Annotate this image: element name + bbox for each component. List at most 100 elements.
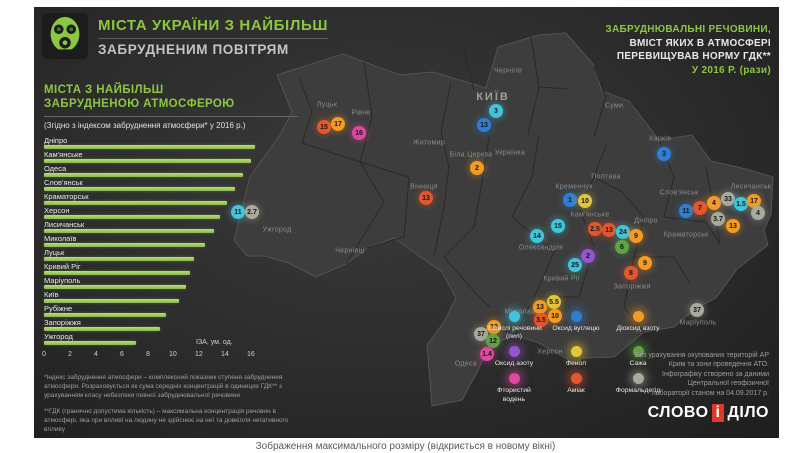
legend-label: Фтористий водень bbox=[497, 387, 531, 403]
legend-item: Сажа bbox=[610, 346, 666, 368]
bar-city-label: Луцьк bbox=[44, 247, 65, 257]
infographic-title-line1: МІСТА УКРАЇНИ З НАЙБІЛЬШ bbox=[98, 17, 329, 39]
pollutant-marker-soot: 12 bbox=[486, 334, 500, 348]
chart-bar-row: Кам'янське bbox=[44, 149, 298, 165]
x-axis-tick: 16 bbox=[247, 350, 255, 358]
bar-city-label: Миколаїв bbox=[44, 233, 77, 243]
pollutant-marker-nh3: 2.5 bbox=[588, 222, 602, 236]
source-line: Центральної геофізичної bbox=[687, 380, 769, 388]
pollutant-marker-no2: 13 bbox=[726, 219, 740, 233]
bar bbox=[44, 158, 251, 163]
bar bbox=[44, 326, 160, 331]
legend-item: Фтористий водень bbox=[486, 373, 542, 403]
pollutants-heading-line4: У 2016 Р. (рази) bbox=[691, 64, 771, 76]
bar bbox=[44, 186, 236, 191]
x-axis-tick: 2 bbox=[68, 350, 72, 358]
pollutants-heading-line3: ПЕРЕВИЩУВАВ НОРМУ ГДК** bbox=[616, 51, 771, 62]
legend-item: Оксид азоту bbox=[486, 346, 542, 368]
logo-word2: ДІЛО bbox=[727, 404, 769, 421]
bar-city-label: Маріуполь bbox=[44, 275, 81, 285]
pollutant-marker-dust: 15 bbox=[551, 219, 565, 233]
chart-bar-row: Луцьк bbox=[44, 247, 298, 263]
map-city-label: Кам'янське bbox=[570, 211, 610, 219]
legend-label: Завислі речовини (пил) bbox=[486, 325, 542, 341]
pollutant-marker-fa: 4 bbox=[751, 206, 765, 220]
pollutant-marker-no2: 4 bbox=[707, 196, 721, 210]
bar-chart: Дніпро Кам'янське Одеса Слов'янськ Краматорс… bbox=[44, 136, 298, 347]
chart-title-line2: ЗАБРУДНЕНОЮ АТМОСФЕРОЮ bbox=[44, 98, 235, 111]
chart-bar-row: Лисичанськ bbox=[44, 220, 298, 235]
map-city-label: Житомир bbox=[412, 139, 446, 147]
pollutant-marker-nh3: 13 bbox=[419, 191, 433, 205]
pollutant-marker-no2: 10 bbox=[548, 309, 562, 323]
map-city-label: Вінниця bbox=[410, 183, 438, 191]
map-city-label: Рівне bbox=[351, 109, 371, 117]
footnote-gdk: **ГДК (гранично допустима кількість) – м… bbox=[44, 408, 289, 434]
legend-item: Оксид вуглецю bbox=[548, 311, 604, 341]
pollutant-marker-co: 3 bbox=[657, 147, 671, 161]
map-city-label: Запоріжжя bbox=[613, 283, 651, 291]
source-line: Без урахування окупованих територій АР bbox=[634, 352, 769, 359]
pollutant-marker-fa: 33 bbox=[721, 192, 735, 206]
bar-city-label: Краматорськ bbox=[44, 191, 89, 201]
x-axis-tick: 0 bbox=[42, 350, 46, 358]
bar-city-label: Кам'янське bbox=[44, 149, 83, 159]
x-axis: ІЗА, ум. од. 0 2 4 6 8 10 12 14 16 bbox=[42, 339, 298, 364]
bar bbox=[44, 228, 215, 233]
full-size-image-link[interactable]: Зображення максимального розміру (відкри… bbox=[255, 441, 556, 452]
map-city-label: КИЇВ bbox=[476, 91, 510, 103]
bar-city-label: Київ bbox=[44, 289, 59, 299]
x-axis-tick: 12 bbox=[195, 350, 203, 358]
pollutant-marker-no2: 9 bbox=[629, 229, 643, 243]
map-city-label: Харків bbox=[648, 135, 672, 143]
legend-item: Діоксид азоту bbox=[610, 311, 666, 341]
x-axis-tick: 4 bbox=[94, 350, 98, 358]
map-city-label: Кременчук bbox=[555, 183, 593, 191]
bar bbox=[44, 284, 186, 289]
chart-bar-row: Київ bbox=[44, 289, 298, 305]
pollutant-marker-hf: 1.4 bbox=[480, 347, 494, 361]
bar-chart-panel: МІСТА З НАЙБІЛЬШ ЗАБРУДНЕНОЮ АТМОСФЕРОЮ … bbox=[42, 83, 298, 438]
legend-item: Фенол bbox=[548, 346, 604, 368]
chart-title-line1: МІСТА З НАЙБІЛЬШ bbox=[44, 84, 164, 96]
bar bbox=[44, 200, 228, 205]
pollutant-marker-nh3: 7 bbox=[693, 201, 707, 215]
slovoidilo-logo: СЛОВО і ДІЛО bbox=[648, 404, 769, 422]
map-city-label: Лисичанськ bbox=[730, 183, 772, 191]
chart-bar-row: Маріуполь bbox=[44, 275, 298, 291]
chart-subtitle: (Згідно з індексом забруднення атмосфери… bbox=[44, 120, 246, 130]
map-city-label: Одеса bbox=[454, 360, 478, 368]
chart-bar-row: Ужгород bbox=[44, 332, 298, 347]
pollutant-marker-dust: 3 bbox=[489, 104, 503, 118]
chart-bar-row: Одеса bbox=[44, 164, 298, 179]
map-city-label: Біла Церква bbox=[449, 151, 493, 159]
map-city-label: Луцьк bbox=[316, 101, 338, 109]
source-line: Інфографіку створено за даними bbox=[662, 370, 769, 378]
pollutant-marker-fa: 3.7 bbox=[711, 212, 725, 226]
pollutant-marker-soot: 6 bbox=[615, 240, 629, 254]
bar bbox=[44, 214, 220, 219]
x-axis-tick: 10 bbox=[169, 350, 177, 358]
chart-bar-row: Слов'янськ bbox=[44, 178, 298, 193]
chart-bar-row: Рубіжне bbox=[44, 304, 298, 319]
pollutant-marker-no2: 13 bbox=[533, 300, 547, 314]
x-axis-label: ІЗА, ум. од. bbox=[196, 338, 233, 346]
legend-dot-dust bbox=[508, 311, 520, 322]
pollutant-marker-fa: 2.7 bbox=[245, 205, 259, 219]
pollutant-marker-nh3: 8 bbox=[624, 266, 638, 280]
legend-dot-hf bbox=[508, 373, 520, 385]
chart-bar-row: Херсон bbox=[44, 206, 298, 221]
bar bbox=[44, 270, 190, 275]
chart-bar-row: Миколаїв bbox=[44, 233, 298, 249]
legend-item: Завислі речовини (пил) bbox=[486, 311, 542, 341]
source-line: лабораторії станом на 04.09.2017 р. bbox=[651, 389, 769, 397]
chart-bar-row: Запоріжжя bbox=[44, 318, 298, 333]
map-city-label: Олександрія bbox=[518, 244, 564, 252]
legend-dot-co bbox=[570, 311, 582, 322]
infographic-title-line2: ЗАБРУДНЕНИМ ПОВІТРЯМ bbox=[98, 42, 289, 57]
map-city-label: Миколаїв bbox=[504, 308, 538, 316]
pollutant-marker-co: 13 bbox=[477, 118, 491, 132]
pollutant-marker-nh3: 15 bbox=[317, 120, 331, 134]
map-city-label: Маріуполь bbox=[679, 319, 717, 327]
